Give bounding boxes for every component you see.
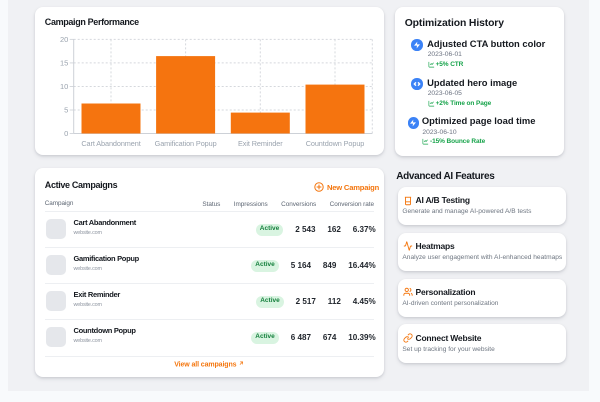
- svg-text:10: 10: [60, 82, 68, 91]
- svg-text:Exit Reminder: Exit Reminder: [238, 139, 283, 148]
- svg-text:20: 20: [60, 35, 68, 44]
- svg-text:Gamification Popup: Gamification Popup: [155, 139, 217, 148]
- svg-text:0: 0: [64, 129, 68, 138]
- svg-text:5: 5: [64, 106, 68, 115]
- svg-text:Cart Abandonment: Cart Abandonment: [81, 139, 140, 148]
- svg-text:15: 15: [60, 59, 68, 68]
- svg-text:Countdown Popup: Countdown Popup: [306, 139, 365, 148]
